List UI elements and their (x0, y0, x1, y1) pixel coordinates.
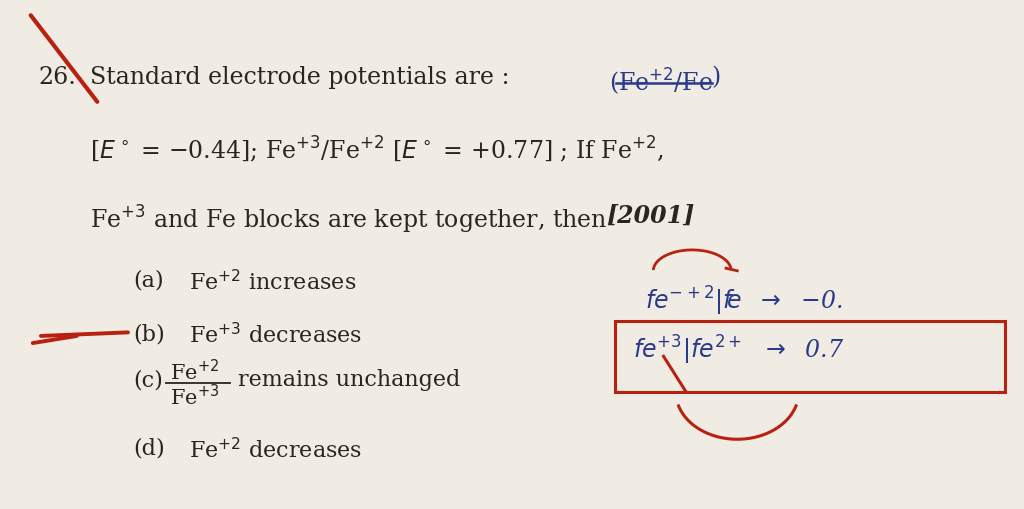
Text: (Fe$^{+2}$/Fe: (Fe$^{+2}$/Fe (609, 66, 714, 97)
Text: $\mathit{fe}^{-+2}|\mathit{f\!e}$  $\rightarrow$  $-$0.: $\mathit{fe}^{-+2}|\mathit{f\!e}$ $\righ… (645, 285, 843, 318)
Text: [$E^\circ$ = $-$0.44]; Fe$^{+3}$/Fe$^{+2}$ [$E^\circ$ = +0.77] ; If Fe$^{+2}$,: [$E^\circ$ = $-$0.44]; Fe$^{+3}$/Fe$^{+2… (90, 135, 664, 165)
Text: Fe$^{+3}$ and Fe blocks are kept together, then: Fe$^{+3}$ and Fe blocks are kept togethe… (90, 204, 608, 236)
Text: 26.: 26. (39, 66, 77, 89)
Text: Fe$^{+2}$ decreases: Fe$^{+2}$ decreases (189, 438, 362, 463)
Text: [2001]: [2001] (606, 204, 694, 228)
Text: ): ) (712, 66, 721, 89)
Text: Fe$^{+2}$: Fe$^{+2}$ (170, 359, 219, 384)
Text: remains unchanged: remains unchanged (238, 369, 460, 391)
Text: (c): (c) (133, 369, 163, 391)
Text: Fe$^{+3}$: Fe$^{+3}$ (170, 384, 219, 410)
Text: Fe$^{+2}$ increases: Fe$^{+2}$ increases (189, 270, 356, 295)
Text: Fe$^{+3}$ decreases: Fe$^{+3}$ decreases (189, 323, 362, 349)
Text: (d): (d) (133, 438, 165, 460)
Text: $\mathit{fe}^{+3}|\mathit{fe}^{2+}$  $\rightarrow$  0.7: $\mathit{fe}^{+3}|\mathit{fe}^{2+}$ $\ri… (633, 333, 844, 366)
Text: (b): (b) (133, 323, 165, 345)
Text: (a): (a) (133, 270, 164, 292)
Text: Standard electrode potentials are :: Standard electrode potentials are : (90, 66, 510, 89)
